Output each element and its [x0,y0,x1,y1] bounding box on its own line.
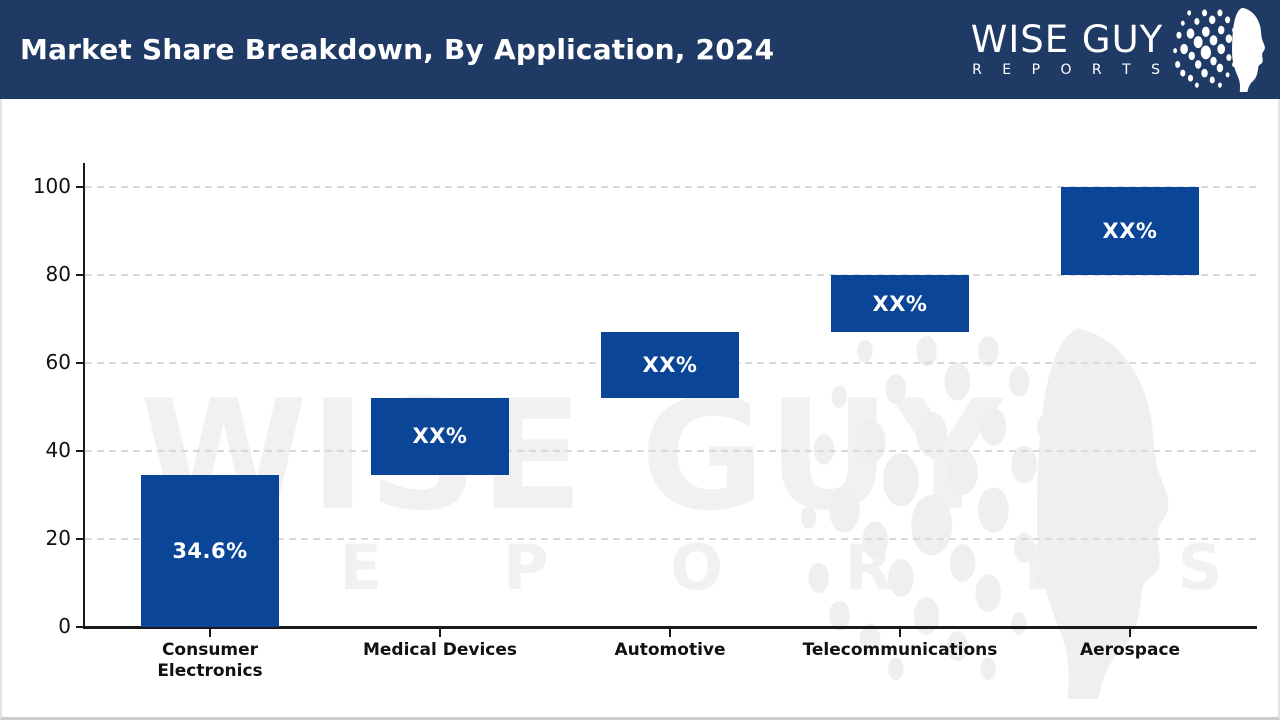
y-tick-label-100: 100 [32,174,71,198]
brand-logo: WISE GUY R E P O R T S [966,6,1266,92]
y-tick-60 [76,362,85,364]
bar-aerospace: XX% [1061,187,1199,275]
x-tick-1 [439,629,441,637]
y-tick-label-0: 0 [58,614,71,638]
y-tick-0 [76,626,85,628]
x-category-label: Consumer Electronics [157,640,263,681]
y-tick-label-40: 40 [45,438,71,462]
bar-value-label: XX% [872,291,928,316]
logo-wordmark-line1: WISE GUY [970,18,1164,61]
x-category-label: Telecommunications [802,640,998,660]
x-tick-4 [1129,629,1131,637]
logo-wordmark-line2: R E P O R T S [972,62,1168,78]
y-tick-label-60: 60 [45,350,71,374]
gridline-20 [85,538,1257,540]
x-category-label: Automotive [614,640,726,660]
bar-consumer-electronics: 34.6% [141,474,279,627]
bar-telecommunications: XX% [831,275,969,333]
x-tick-0 [209,629,211,637]
gridline-80 [85,274,1257,276]
bar-automotive: XX% [601,332,739,399]
bar-medical-devices: XX% [371,398,509,475]
y-tick-label-80: 80 [45,262,71,286]
bar-value-label: XX% [1102,219,1158,243]
x-category-label: Medical Devices [362,640,517,660]
y-axis-line [83,163,85,629]
face-dots-icon [1170,6,1266,92]
header: Market Share Breakdown, By Application, … [0,0,1280,99]
x-axis-line [83,626,1257,629]
y-tick-100 [76,186,85,188]
logo-wordmark: WISE GUY R E P O R T S [966,18,1168,79]
x-category-label: Aerospace [1079,640,1181,660]
y-tick-20 [76,538,85,540]
y-tick-label-20: 20 [45,526,71,550]
gridline-40 [85,450,1257,452]
y-tick-40 [76,450,85,452]
page-title: Market Share Breakdown, By Application, … [20,33,775,66]
x-tick-2 [669,629,671,637]
y-tick-80 [76,274,85,276]
bar-value-label: XX% [642,353,698,378]
bar-value-label: 34.6% [172,538,248,563]
gridline-100 [85,186,1257,188]
bar-value-label: XX% [412,424,468,449]
x-tick-3 [899,629,901,637]
